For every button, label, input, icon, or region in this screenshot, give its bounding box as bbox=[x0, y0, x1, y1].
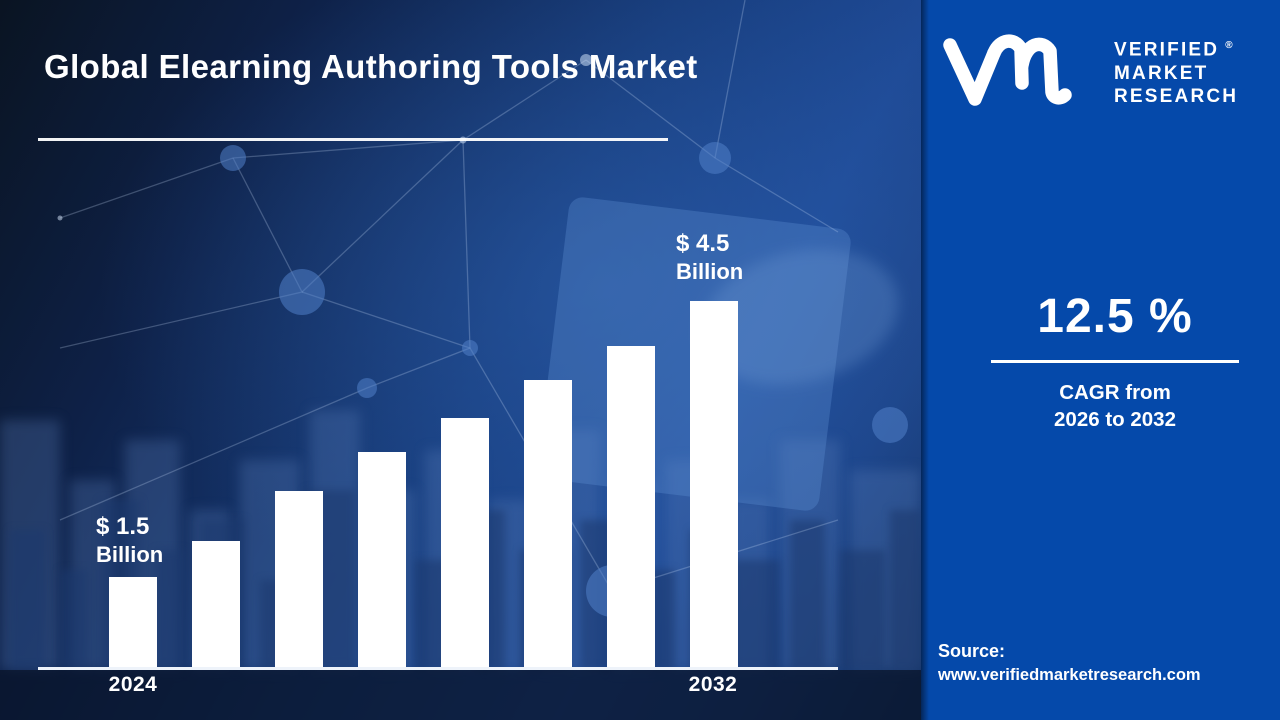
bar-5 bbox=[441, 418, 489, 669]
title-underline bbox=[38, 138, 668, 141]
bar-chart bbox=[109, 301, 738, 669]
building-shape bbox=[155, 550, 185, 670]
page-title: Global Elearning Authoring Tools Market bbox=[44, 48, 698, 85]
bar-3 bbox=[275, 491, 323, 669]
building-shape bbox=[10, 530, 45, 670]
vmr-logo-icon bbox=[943, 34, 1072, 106]
x-tick-2032: 2032 bbox=[688, 673, 738, 696]
logo-line-1: VERIFIED ® bbox=[1114, 39, 1233, 61]
axis-footer-strip bbox=[0, 670, 921, 720]
cagr-block: 12.5 % CAGR from 2026 to 2032 bbox=[955, 290, 1275, 433]
building-shape bbox=[840, 550, 885, 670]
value-label-2032-unit: Billion bbox=[676, 259, 744, 284]
chart-section: Global Elearning Authoring Tools Market … bbox=[0, 0, 921, 720]
building-shape bbox=[790, 520, 825, 670]
building-shape bbox=[730, 560, 780, 670]
source-label: Source: bbox=[938, 641, 1006, 661]
bar-8 bbox=[690, 301, 738, 669]
x-tick-2024: 2024 bbox=[108, 673, 158, 696]
info-panel: VERIFIED ® MARKET RESEARCH 12.5 % CAGR fr… bbox=[921, 0, 1280, 720]
x-axis-line bbox=[38, 667, 838, 670]
registered-mark-icon: ® bbox=[1225, 40, 1233, 51]
logo-line-2: MARKET bbox=[1114, 62, 1209, 84]
bar-4 bbox=[358, 452, 406, 669]
cagr-divider bbox=[991, 360, 1239, 363]
logo-wordmark: VERIFIED ® MARKET RESEARCH bbox=[1114, 34, 1238, 109]
bar-2 bbox=[192, 541, 240, 669]
building-shape bbox=[60, 570, 88, 670]
cagr-caption-line2: 2026 to 2032 bbox=[1054, 407, 1176, 431]
value-label-2032: $ 4.5 Billion bbox=[676, 230, 743, 286]
value-label-2024-unit: Billion bbox=[96, 542, 164, 567]
cagr-value: 12.5 % bbox=[1037, 290, 1193, 343]
bar-7 bbox=[607, 346, 655, 669]
bar-1 bbox=[109, 577, 157, 669]
cagr-caption-line1: CAGR from bbox=[1059, 381, 1171, 404]
network-lines-decoration bbox=[57, 0, 908, 617]
source-url: www.verifiedmarketresearch.com bbox=[938, 666, 1201, 684]
value-label-2024-amount: $ 1.5 bbox=[96, 513, 150, 540]
logo-line-3: RESEARCH bbox=[1114, 86, 1239, 108]
building-shape bbox=[890, 510, 921, 670]
source-block: Source: www.verifiedmarketresearch.com bbox=[938, 639, 1201, 687]
value-label-2032-amount: $ 4.5 bbox=[676, 230, 730, 257]
value-label-2024: $ 1.5 Billion bbox=[96, 513, 163, 569]
bar-6 bbox=[524, 380, 572, 669]
